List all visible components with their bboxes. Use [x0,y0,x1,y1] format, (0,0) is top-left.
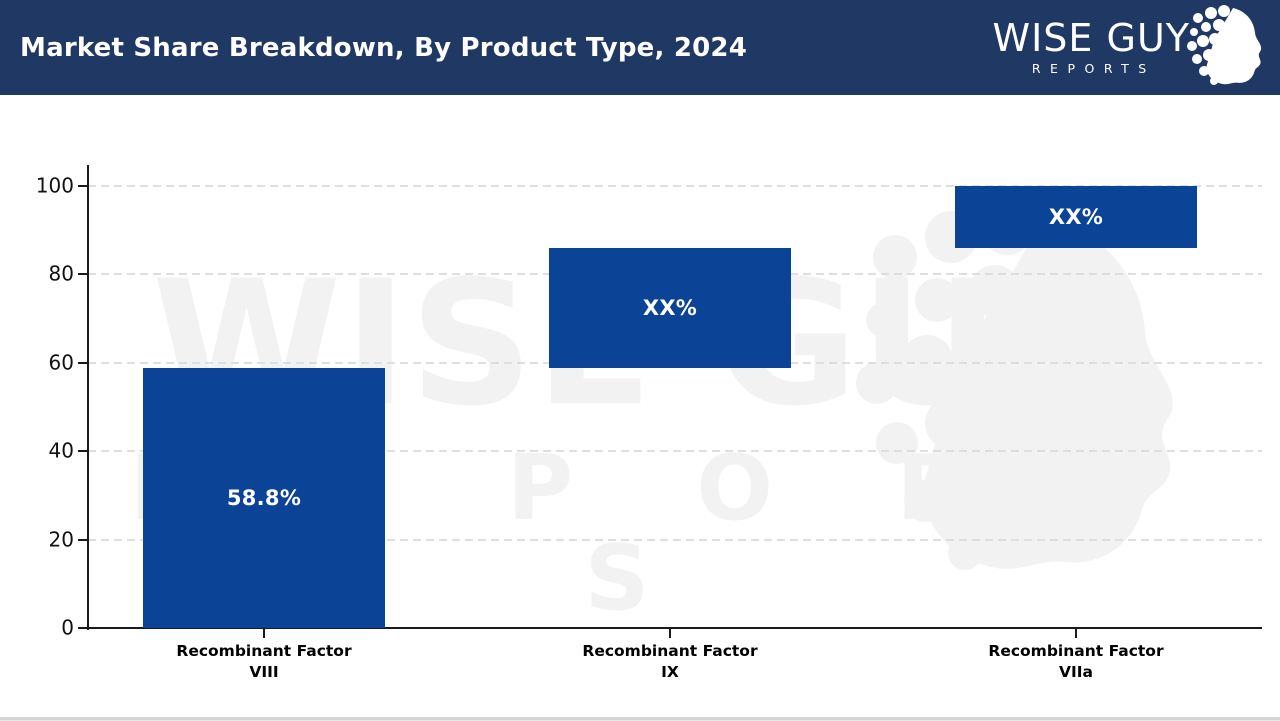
y-tick-mark [78,627,87,629]
y-tick-mark [78,538,87,541]
y-tick-label: 100 [35,173,74,198]
bar-value-label: XX% [1048,204,1104,229]
logo-wordmark: WISE GUY REPORTS [993,19,1190,76]
y-tick-label: 40 [48,438,74,463]
y-tick-mark [78,273,87,276]
logo-wordmark-main: WISE GUY [992,16,1190,60]
x-category-line: IX [661,663,679,681]
logo-head-icon [1187,4,1262,85]
x-category-label: Recombinant Factor VIIa [988,641,1163,683]
x-category-line: Recombinant Factor [176,642,352,660]
bar-recombinant-factor-viii: 58.8% [143,368,385,628]
wise-guy-logo: WISE GUY REPORTS [993,4,1270,91]
x-tick-mark [263,629,265,638]
y-tick-mark [78,450,87,453]
y-tick-label: 0 [61,615,74,640]
bar-recombinant-factor-viia: XX% [955,186,1197,248]
chart-title: Market Share Breakdown, By Product Type,… [20,32,747,63]
y-tick-label: 60 [48,350,74,375]
bar-value-label: XX% [642,295,698,320]
gridline [88,450,1262,453]
gridline [88,185,1262,187]
y-axis-line [87,165,89,630]
x-category-line: Recombinant Factor [582,642,758,660]
bar-value-label: 58.8% [226,486,302,511]
x-category-line: Recombinant Factor [988,642,1164,660]
gridline [88,538,1262,541]
x-tick-mark [669,629,671,638]
x-category-line: VIIa [1059,663,1093,681]
x-tick-mark [1075,629,1077,638]
y-tick-label: 80 [48,261,74,286]
bar-recombinant-factor-ix: XX% [549,247,791,369]
x-category-label: Recombinant Factor VIII [176,641,351,683]
y-tick-mark [78,361,87,364]
x-category-label: Recombinant Factor IX [582,641,757,683]
x-axis-line [87,627,1262,629]
x-category-line: VIII [249,663,279,681]
footer-divider [0,717,1280,720]
logo-wordmark-sub: REPORTS [1031,61,1156,76]
watermark-head-icon [856,205,1173,570]
y-tick-mark [78,185,87,187]
header-banner: Market Share Breakdown, By Product Type,… [0,0,1280,95]
y-tick-label: 20 [48,527,74,552]
